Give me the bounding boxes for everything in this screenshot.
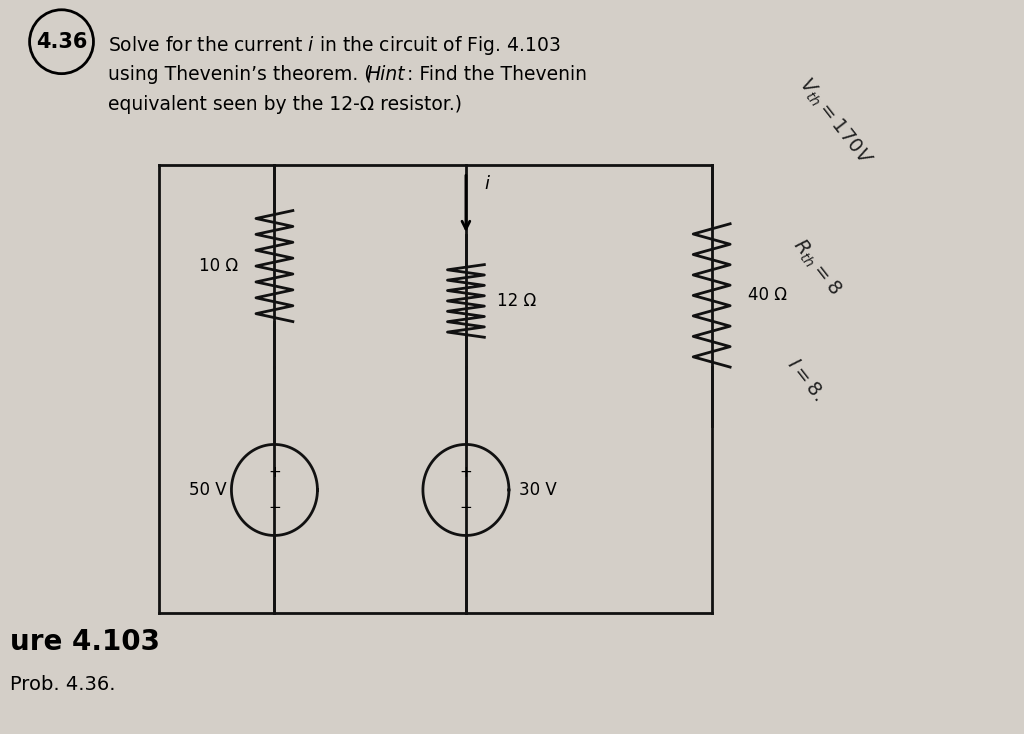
Text: 30 V: 30 V <box>519 481 556 499</box>
Text: 12 Ω: 12 Ω <box>498 292 537 310</box>
Text: Prob. 4.36.: Prob. 4.36. <box>10 675 116 694</box>
Text: ure 4.103: ure 4.103 <box>10 628 160 655</box>
Text: $V_{th}=170V$: $V_{th}=170V$ <box>794 74 876 170</box>
Text: $R_{th}=8$: $R_{th}=8$ <box>788 234 846 299</box>
Text: Solve for the current $i$ in the circuit of Fig. 4.103: Solve for the current $i$ in the circuit… <box>108 34 560 57</box>
Text: 4.36: 4.36 <box>36 32 87 51</box>
Text: $I=8.$: $I=8.$ <box>783 355 827 404</box>
Text: −: − <box>460 500 472 515</box>
Text: using Thevenin’s theorem. (: using Thevenin’s theorem. ( <box>108 65 371 84</box>
Text: +: + <box>268 465 281 480</box>
Text: Hint: Hint <box>367 65 406 84</box>
Text: 50 V: 50 V <box>189 481 226 499</box>
Text: equivalent seen by the 12-Ω resistor.): equivalent seen by the 12-Ω resistor.) <box>108 95 462 114</box>
Text: 40 Ω: 40 Ω <box>749 286 787 305</box>
Text: −: − <box>268 500 281 515</box>
Text: +: + <box>460 465 472 480</box>
Text: 10 Ω: 10 Ω <box>199 257 238 275</box>
Text: : Find the Thevenin: : Find the Thevenin <box>407 65 587 84</box>
Text: $i$: $i$ <box>484 175 492 192</box>
